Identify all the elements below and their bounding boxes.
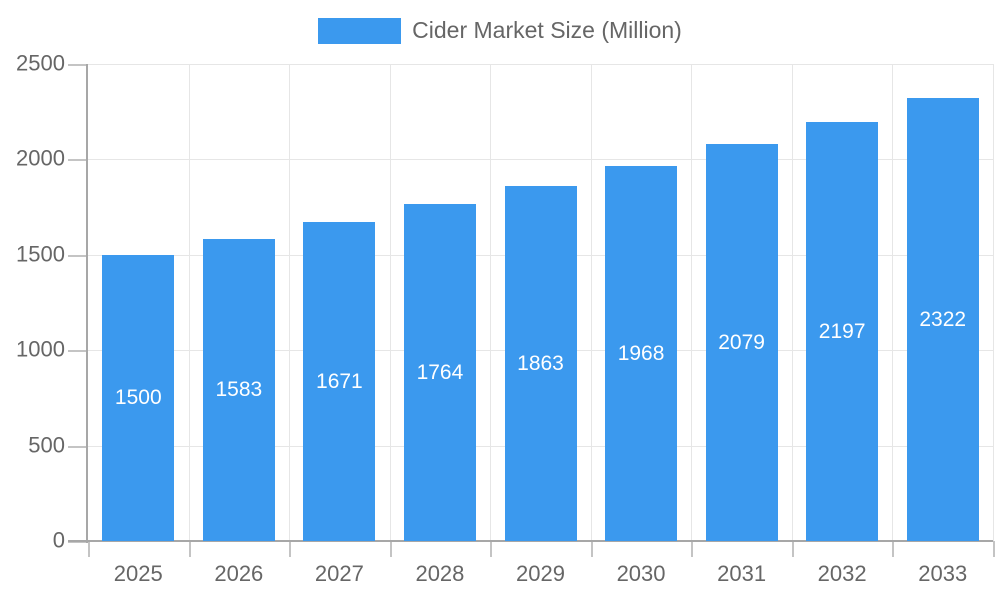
legend-swatch-icon: [318, 17, 402, 44]
bar[interactable]: 1583: [202, 238, 275, 541]
y-axis-tick: [68, 445, 88, 448]
x-axis-tick: [289, 541, 292, 557]
x-gridline: [590, 64, 592, 541]
y-gridline: [88, 159, 993, 161]
x-axis-tick: [389, 541, 392, 557]
x-gridline: [791, 64, 793, 541]
bar-value-label: 1583: [215, 378, 263, 402]
x-tick-label: 2032: [817, 561, 867, 586]
x-tick-label: 2031: [717, 561, 767, 586]
y-axis-tick: [68, 64, 88, 66]
bar[interactable]: 1500: [102, 254, 175, 541]
bar[interactable]: 2322: [906, 97, 979, 541]
x-gridline: [993, 64, 994, 541]
bar-value-label: 1671: [316, 370, 363, 394]
bar-value-label: 1968: [617, 341, 665, 365]
legend-label: Cider Market Size (Million): [412, 17, 682, 43]
bar-value-label: 1764: [416, 361, 464, 385]
y-axis-tick: [68, 159, 88, 162]
legend[interactable]: Cider Market Size (Million): [0, 17, 1000, 44]
x-gridline: [691, 64, 693, 541]
bar-value-label: 2322: [919, 307, 967, 331]
bar[interactable]: 1671: [303, 222, 376, 541]
x-gridline: [188, 64, 190, 541]
x-axis-line: [68, 540, 993, 542]
y-tick-label: 2000: [16, 145, 65, 171]
x-axis-tick: [88, 541, 90, 557]
y-tick-label: 2500: [16, 50, 65, 76]
bar[interactable]: 1764: [403, 204, 476, 541]
x-axis-tick: [691, 541, 694, 557]
y-tick-label: 1000: [16, 336, 65, 362]
x-axis-tick: [188, 541, 191, 557]
y-axis-tick: [68, 350, 88, 353]
x-gridline: [389, 64, 391, 541]
x-gridline: [892, 64, 894, 541]
x-tick-label: 2033: [918, 561, 968, 586]
bar-value-label: 1500: [114, 386, 162, 410]
y-axis-line: [86, 64, 88, 543]
x-tick-label: 2030: [616, 561, 666, 586]
y-gridline: [88, 64, 993, 65]
x-tick-label: 2028: [415, 561, 465, 586]
x-tick-label: 2025: [113, 561, 163, 586]
y-axis-tick: [68, 254, 88, 257]
y-axis-tick: [68, 541, 88, 543]
x-gridline: [289, 64, 291, 541]
bar[interactable]: 2197: [806, 121, 879, 541]
y-tick-label: 1500: [16, 241, 65, 267]
x-tick-label: 2026: [214, 561, 264, 586]
y-tick-label: 500: [28, 432, 65, 458]
x-axis-tick: [993, 541, 995, 557]
x-axis-tick: [590, 541, 593, 557]
x-tick-label: 2029: [516, 561, 565, 586]
x-axis-tick: [791, 541, 794, 557]
bar-value-label: 2079: [718, 331, 765, 355]
y-tick-label: 0: [52, 527, 65, 553]
x-axis-tick: [490, 541, 493, 557]
bar[interactable]: 1863: [504, 185, 577, 541]
bar-value-label: 1863: [517, 351, 564, 375]
x-tick-label: 2027: [314, 561, 364, 586]
bar-value-label: 2197: [818, 319, 866, 343]
x-gridline: [490, 64, 492, 541]
bar[interactable]: 1968: [605, 165, 678, 541]
x-axis-tick: [892, 541, 895, 557]
bar[interactable]: 2079: [705, 144, 778, 541]
